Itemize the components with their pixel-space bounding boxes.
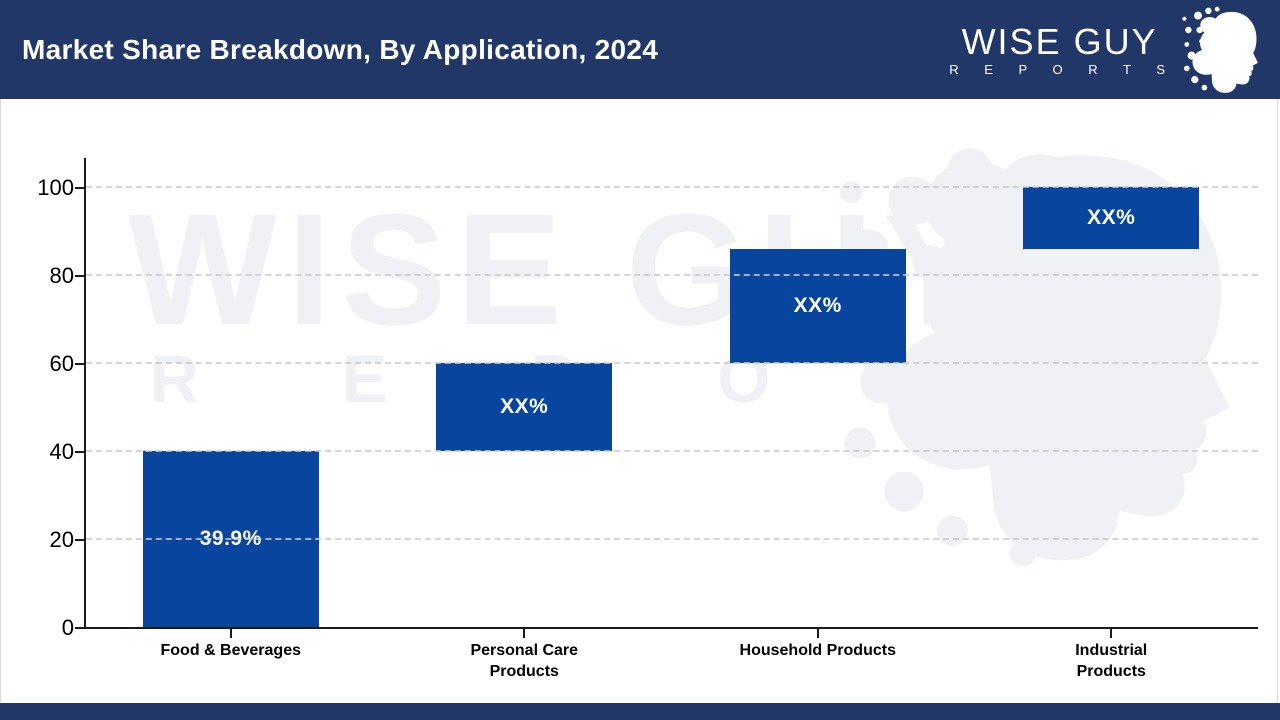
- y-tick-label: 20: [49, 527, 74, 552]
- y-tick-label: 40: [49, 439, 74, 464]
- y-tick-mark: [75, 451, 84, 453]
- x-category-label: Food & Beverages: [160, 642, 301, 659]
- bar-3: XX%: [729, 248, 906, 363]
- y-axis-line: [84, 158, 86, 629]
- logo-subtext: R E P O R T S: [949, 62, 1176, 78]
- wiseguy-logo: WISE GUY R E P O R T S: [943, 6, 1264, 94]
- bar-4: XX%: [1023, 187, 1200, 249]
- y-tick-mark: [75, 539, 84, 541]
- y-tick-label: 80: [49, 263, 74, 288]
- y-gridline: [86, 450, 1258, 452]
- bar-value-label: XX%: [793, 293, 842, 317]
- y-gridline: [86, 274, 1258, 276]
- logo-wordmark: WISE GUY: [961, 20, 1158, 62]
- y-tick-label: 100: [37, 175, 74, 200]
- y-gridline: [86, 186, 1258, 188]
- x-category-label: Personal Care Products: [470, 642, 579, 680]
- bar-value-label: XX%: [1087, 205, 1136, 229]
- footer-bar: [0, 703, 1280, 720]
- header-bar: Market Share Breakdown, By Application, …: [0, 0, 1280, 99]
- y-tick-mark: [75, 627, 84, 629]
- y-tick-mark: [75, 187, 84, 189]
- y-gridline: [86, 538, 1258, 540]
- y-gridline: [86, 362, 1258, 364]
- bar-2: XX%: [436, 363, 613, 452]
- y-tick-label: 0: [61, 615, 74, 640]
- chart-title: Market Share Breakdown, By Application, …: [22, 33, 659, 65]
- bar-value-label: XX%: [500, 395, 549, 419]
- x-axis-line: [84, 627, 1258, 629]
- x-tick-mark: [523, 629, 526, 638]
- x-tick-mark: [229, 629, 232, 638]
- x-tick-mark: [816, 629, 819, 638]
- x-category-label: Household Products: [739, 642, 896, 659]
- y-tick-mark: [75, 275, 84, 277]
- x-category-label: Industrial Products: [1075, 642, 1148, 680]
- x-tick-mark: [1110, 629, 1113, 638]
- y-tick-mark: [75, 363, 84, 365]
- logo-head-icon: [1182, 6, 1258, 93]
- y-tick-label: 60: [49, 351, 74, 376]
